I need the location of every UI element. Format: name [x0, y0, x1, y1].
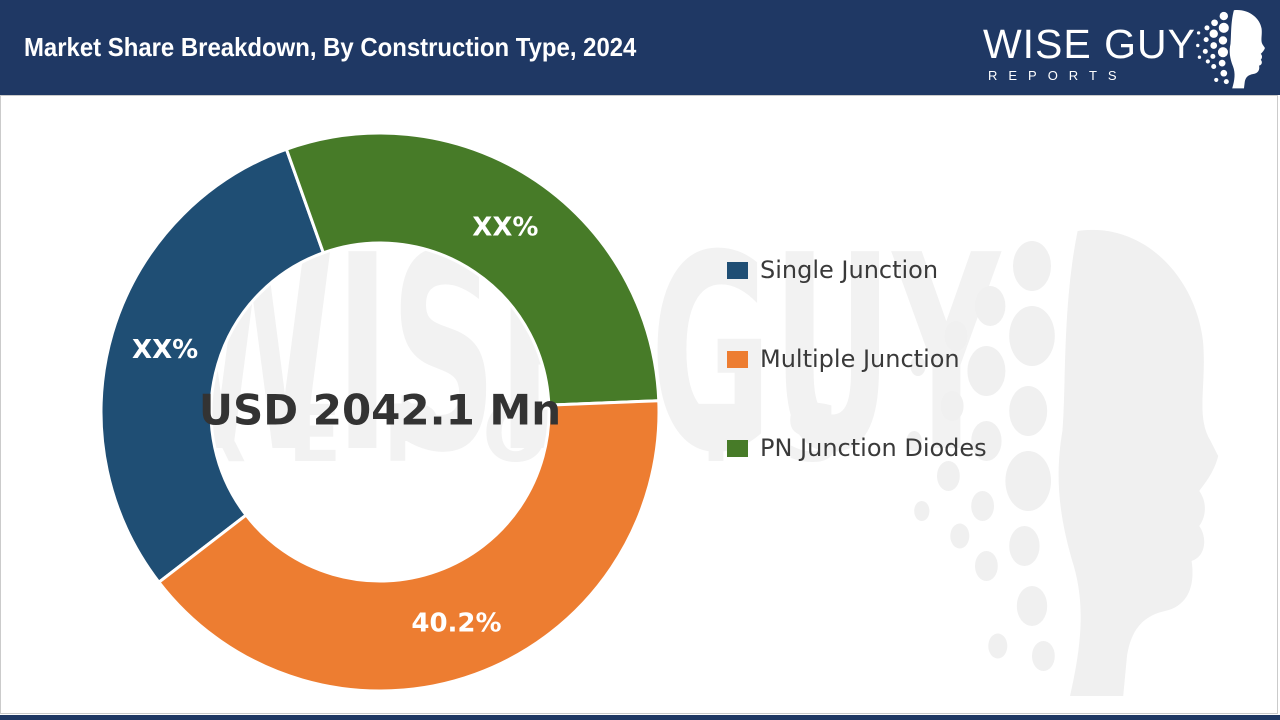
legend-label: Single Junction	[760, 256, 939, 284]
legend-swatch-orange	[727, 350, 748, 368]
logo-wordmark: WISE GUY	[982, 21, 1196, 67]
chart-canvas: WISE GUY REPORTS Single Junction Multipl…	[0, 95, 1278, 714]
legend-item-pn-junction-diodes: PN Junction Diodes	[727, 434, 987, 462]
chart-legend: Single Junction Multiple Junction PN Jun…	[727, 256, 987, 462]
legend-label: PN Junction Diodes	[760, 434, 987, 462]
header-bar: Market Share Breakdown, By Construction …	[0, 0, 1280, 95]
footer-bar	[0, 715, 1280, 720]
wise-guy-logo: WISE GUY REPORTS	[983, 6, 1270, 90]
logo-head-icon	[1186, 6, 1270, 90]
logo-subtitle: REPORTS	[987, 68, 1128, 83]
legend-item-single-junction: Single Junction	[727, 256, 987, 284]
legend-swatch-green	[727, 439, 748, 457]
page-title: Market Share Breakdown, By Construction …	[24, 32, 637, 62]
legend-item-multiple-junction: Multiple Junction	[727, 345, 987, 373]
legend-swatch-blue	[727, 261, 748, 279]
legend-label: Multiple Junction	[760, 345, 960, 373]
